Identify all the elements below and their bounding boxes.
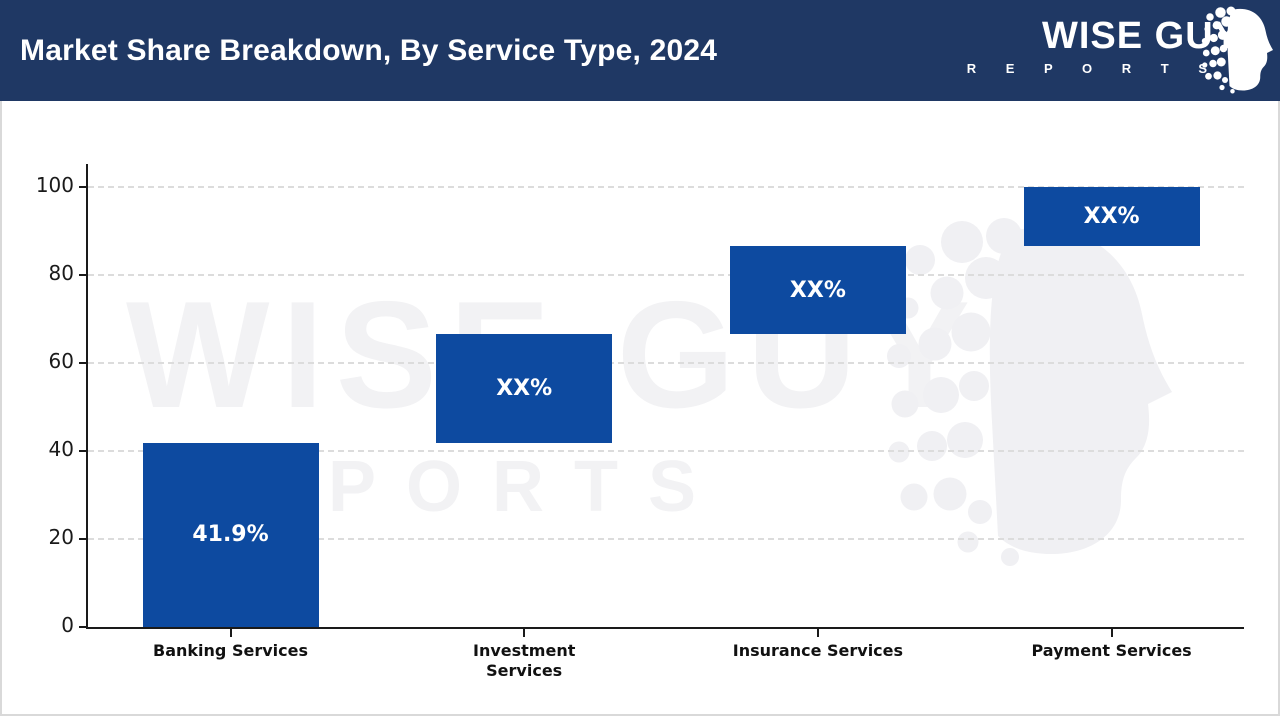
category-label-investment-services: Investment Services: [473, 641, 576, 680]
x-axis-tick-payment-services: [1110, 629, 1113, 637]
value-label-banking-services: 41.9%: [192, 522, 269, 548]
category-label-payment-services: Payment Services: [1031, 641, 1192, 660]
y-axis-label-40: 40: [48, 437, 74, 461]
y-axis-tick-60: [79, 362, 88, 364]
gridline-60: [88, 362, 1244, 364]
y-axis-label-20: 20: [48, 525, 74, 549]
x-axis-tick-investment-services: [523, 629, 526, 637]
y-axis-tick-0: [79, 626, 88, 628]
y-axis-label-60: 60: [48, 349, 74, 373]
report-title: Market Share Breakdown, By Service Type,…: [20, 34, 718, 67]
x-axis-tick-banking-services: [229, 629, 232, 637]
gridline-20: [88, 538, 1244, 540]
bar-insurance-services: XX%: [729, 246, 906, 334]
gridline-100: [88, 186, 1244, 188]
brand-subtitle: R E P O R T S: [966, 61, 1220, 76]
gridline-40: [88, 450, 1244, 452]
y-axis-label-100: 100: [35, 173, 74, 197]
y-axis-label-0: 0: [61, 613, 74, 637]
y-axis-tick-80: [79, 274, 88, 276]
bar-payment-services: XX%: [1023, 187, 1200, 247]
value-label-investment-services: XX%: [496, 375, 553, 401]
value-label-insurance-services: XX%: [789, 277, 846, 303]
y-axis-tick-40: [79, 450, 88, 452]
x-axis-tick-insurance-services: [816, 629, 819, 637]
brand-wordmark: WISE GUY: [1041, 15, 1240, 57]
category-label-banking-services: Banking Services: [153, 641, 308, 660]
gridline-80: [88, 274, 1244, 276]
value-label-payment-services: XX%: [1083, 204, 1140, 230]
category-label-insurance-services: Insurance Services: [732, 641, 904, 660]
x-axis-line: [86, 627, 1244, 629]
y-axis-tick-20: [79, 538, 88, 540]
bar-investment-services: XX%: [436, 333, 613, 443]
y-axis-tick-100: [79, 186, 88, 188]
y-axis-label-80: 80: [48, 261, 74, 285]
y-axis-line: [86, 164, 88, 627]
header-bar: Market Share Breakdown, By Service Type,…: [0, 0, 1280, 101]
bar-banking-services: 41.9%: [142, 442, 319, 627]
